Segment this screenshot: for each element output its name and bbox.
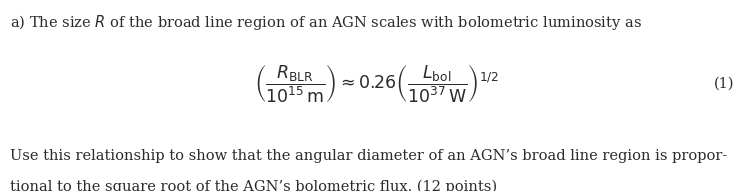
Text: a) The size $R$ of the broad line region of an AGN scales with bolometric lumino: a) The size $R$ of the broad line region… [10, 13, 642, 32]
Text: tional to the square root of the AGN’s bolometric flux. (12 points): tional to the square root of the AGN’s b… [10, 180, 497, 191]
Text: $\left(\dfrac{R_{\mathrm{BLR}}}{10^{15}\,\mathrm{m}}\right) \approx 0.26\left(\d: $\left(\dfrac{R_{\mathrm{BLR}}}{10^{15}\… [254, 63, 499, 105]
Text: Use this relationship to show that the angular diameter of an AGN’s broad line r: Use this relationship to show that the a… [10, 149, 727, 163]
Text: (1): (1) [714, 77, 734, 91]
